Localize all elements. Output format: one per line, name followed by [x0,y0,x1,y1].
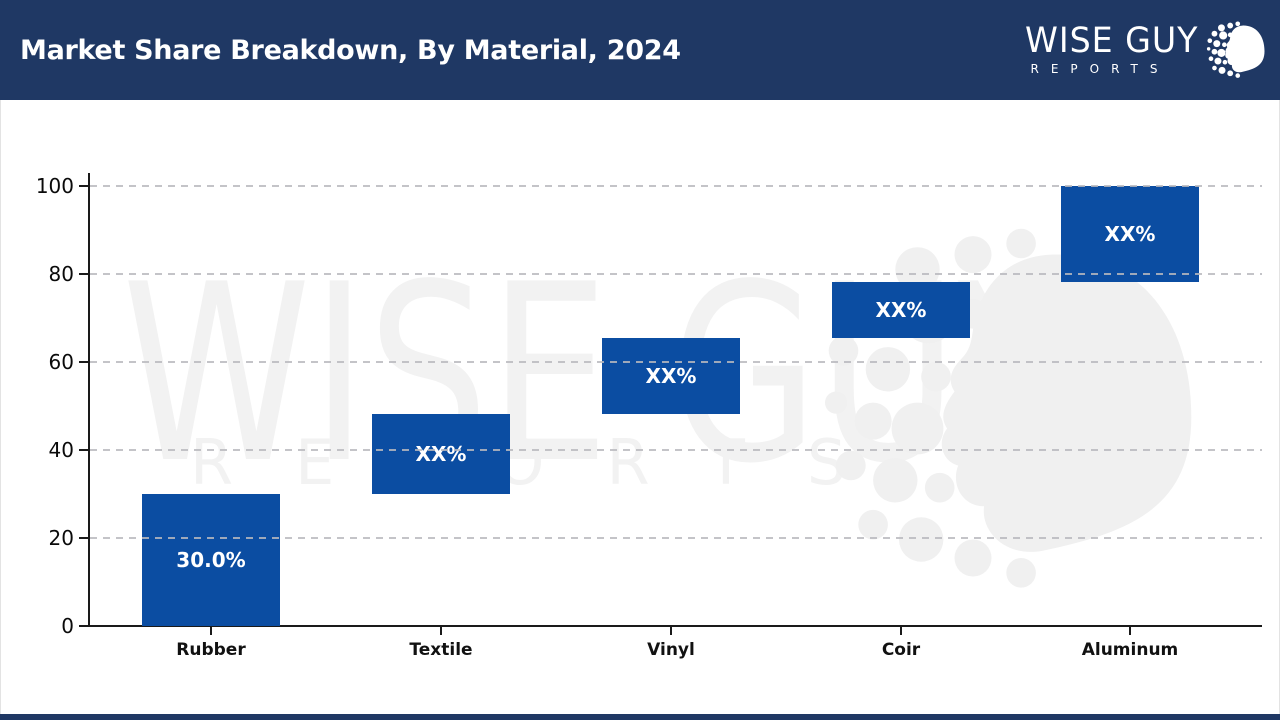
watermark-reports-text: REPORTS [190,426,909,499]
y-tick-label: 100 [35,174,74,198]
wise-guy-logo: WISE GUY REPORTS [1025,10,1268,90]
y-tick-label: 80 [48,262,74,286]
bar-vinyl: XX% [602,338,740,414]
logo-text: WISE GUY REPORTS [1025,21,1208,77]
logo-brand-text: WISE GUY [1025,21,1199,61]
y-tick [79,625,88,627]
page-title: Market Share Breakdown, By Material, 202… [20,34,681,66]
y-tick-label: 0 [61,614,74,638]
bar-textile: XX% [372,413,510,494]
x-tick [1129,627,1131,635]
gridline [90,361,1262,363]
y-tick [79,449,88,451]
bar-value-label: XX% [875,298,927,323]
x-category-label: Rubber [176,640,246,660]
logo-reports-text: REPORTS [1030,62,1170,76]
gridline [90,185,1262,187]
x-tick [210,627,212,635]
logo-face-icon [1206,21,1265,78]
bar-rubber: 30.0% [142,494,280,626]
gridline [90,449,1262,451]
y-tick-label: 60 [48,350,74,374]
footer-bar [0,714,1280,720]
x-axis-line [88,625,1262,627]
y-tick-label: 20 [48,526,74,550]
x-tick [440,627,442,635]
x-tick [900,627,902,635]
x-category-label: Coir [881,640,921,660]
y-tick [79,537,88,539]
y-tick [79,273,88,275]
bar-value-label: XX% [415,441,467,466]
x-category-label: Vinyl [647,640,695,660]
x-category-label: Aluminum [1081,640,1179,660]
bar-value-label: 30.0% [176,548,246,572]
bar-aluminum: XX% [1061,186,1199,282]
gridline [90,273,1262,275]
x-tick [670,627,672,635]
y-tick [79,185,88,187]
bar-value-label: XX% [1104,221,1156,246]
gridline [90,537,1262,539]
x-category-label: Textile [409,640,473,660]
header-bar: Market Share Breakdown, By Material, 202… [0,0,1280,100]
bar-coir: XX% [832,281,970,339]
bar-value-label: XX% [645,364,697,389]
y-tick-label: 40 [48,438,74,462]
y-axis-line [88,172,90,627]
y-tick [79,361,88,363]
